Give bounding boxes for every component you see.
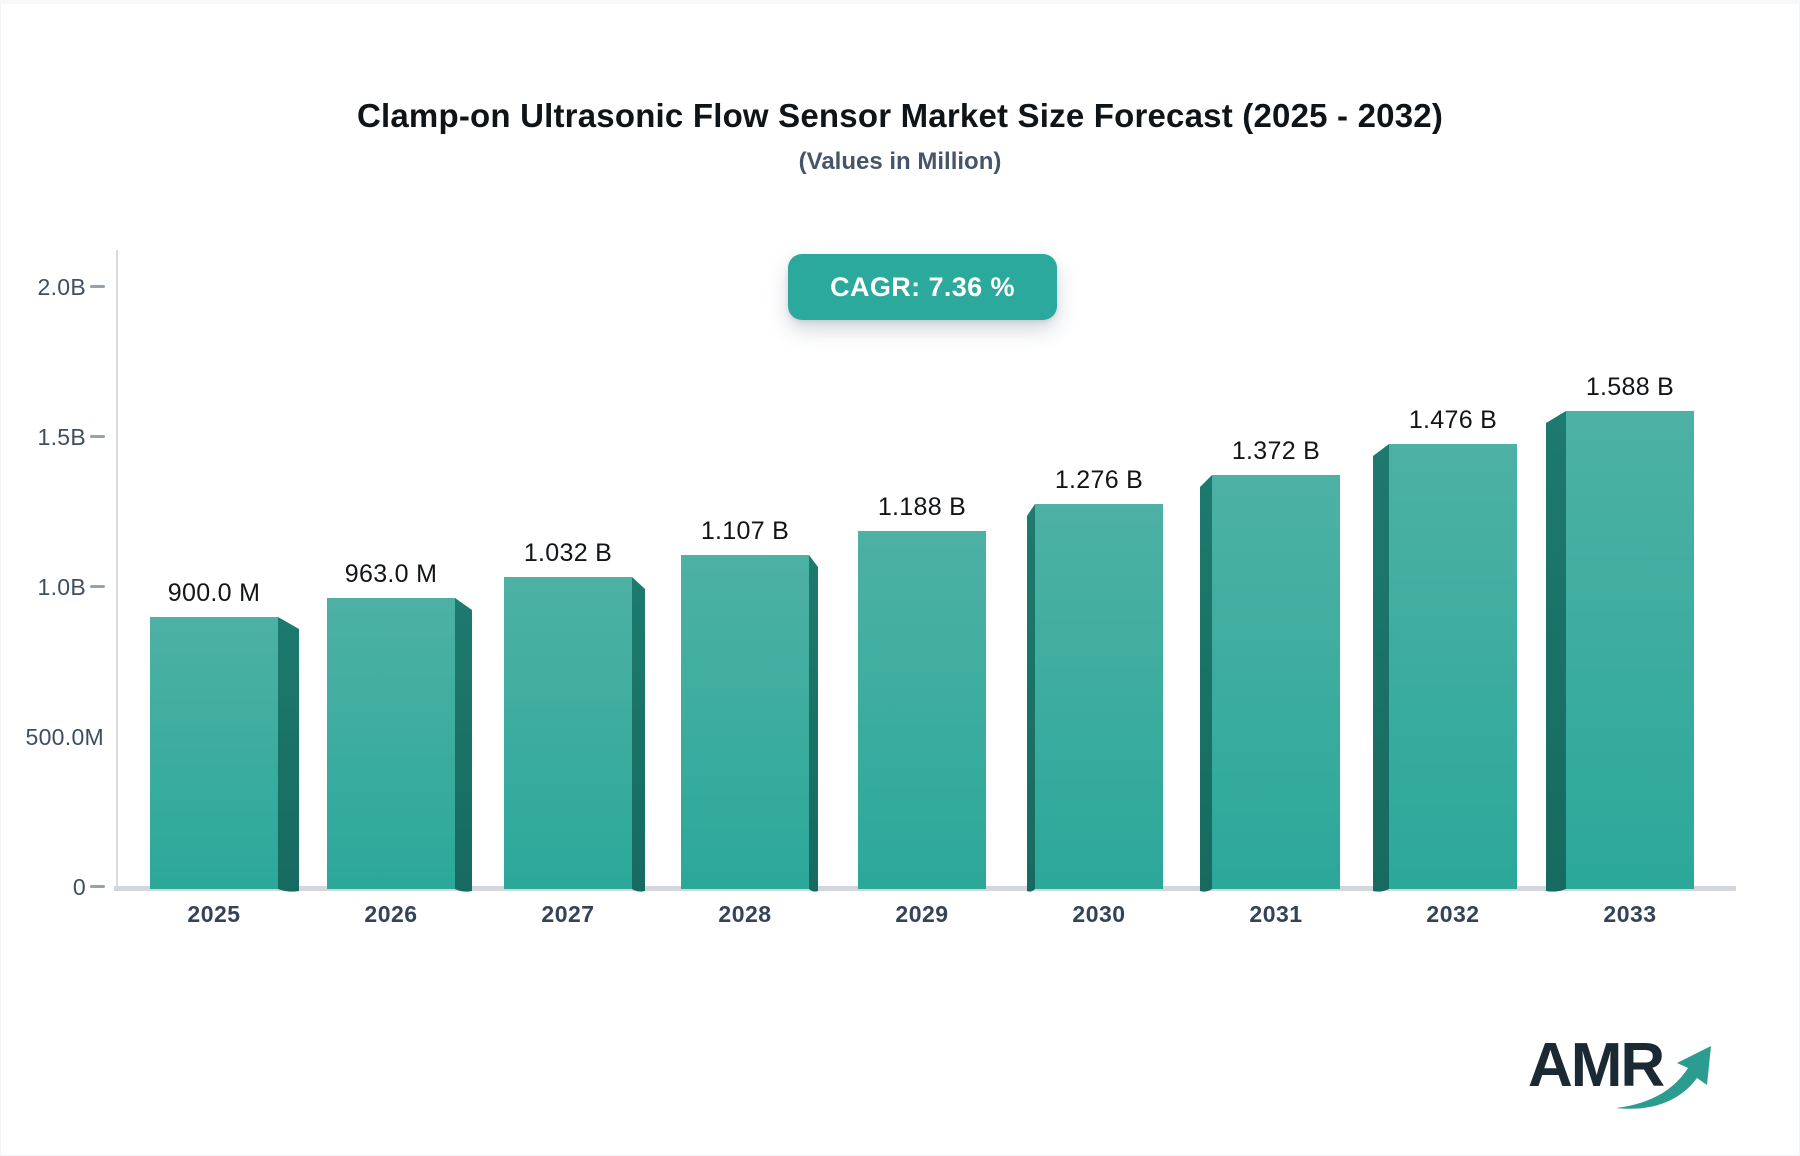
bar-value-label-2025: 900.0 M xyxy=(167,579,261,607)
cagr-badge-label: CAGR: 7.36 % xyxy=(830,271,1015,302)
bar-value-label-2027: 1.032 B xyxy=(523,539,613,567)
bar-side-face-2030 xyxy=(1027,504,1035,892)
chart-subtitle: (Values in Million) xyxy=(798,148,1002,175)
x-axis-label-2029: 2029 xyxy=(895,901,949,927)
bar-value-label-2028: 1.107 B xyxy=(700,517,790,545)
cagr-badge: CAGR: 7.36 % xyxy=(788,254,1057,320)
chart-title: Clamp-on Ultrasonic Flow Sensor Market S… xyxy=(356,97,1444,134)
bar-2033[interactable] xyxy=(1566,411,1694,889)
y-axis-tick-label-2.0B: 2.0B xyxy=(37,274,86,300)
x-axis-label-2027: 2027 xyxy=(541,901,595,927)
bar-value-label-2029: 1.188 B xyxy=(877,493,967,521)
y-axis-tick-dash-2.0B xyxy=(90,285,105,288)
x-axis-label-2031: 2031 xyxy=(1249,901,1303,927)
bar-value-label-2026: 963.0 M xyxy=(344,560,438,588)
amr-logo-text: AMR xyxy=(1528,1031,1665,1100)
amr-logo: AMR xyxy=(1528,1034,1718,1114)
bar-2030[interactable] xyxy=(1035,504,1163,889)
bar-side-face-2026 xyxy=(455,598,472,892)
x-axis-label-2030: 2030 xyxy=(1072,901,1126,927)
y-axis-tick-label-1.0B: 1.0B xyxy=(37,574,86,600)
bar-2025[interactable] xyxy=(150,617,278,889)
bar-side-face-2028 xyxy=(809,555,818,892)
x-axis-label-2025: 2025 xyxy=(187,901,241,927)
x-axis-label-2028: 2028 xyxy=(718,901,772,927)
bar-side-face-2025 xyxy=(278,617,299,892)
bar-2032[interactable] xyxy=(1389,444,1517,889)
y-axis-line xyxy=(116,250,118,888)
growth-arrow-icon xyxy=(1616,1046,1711,1109)
y-axis-tick-label-0: 0 xyxy=(72,874,86,900)
x-axis-label-2033: 2033 xyxy=(1603,901,1657,927)
y-axis-tick-label-1.5B: 1.5B xyxy=(37,424,86,450)
x-axis-label-2026: 2026 xyxy=(364,901,418,927)
bar-side-face-2031 xyxy=(1200,475,1212,892)
y-axis-tick-label-500.0M: 500.0M xyxy=(25,724,104,750)
bar-2029[interactable] xyxy=(858,531,986,889)
bar-side-face-2027 xyxy=(632,577,645,892)
bar-2027[interactable] xyxy=(504,577,632,889)
bar-value-label-2031: 1.372 B xyxy=(1231,437,1321,465)
bar-side-face-2033 xyxy=(1546,411,1566,892)
y-axis-tick-dash-0 xyxy=(90,885,105,888)
x-axis-label-2032: 2032 xyxy=(1426,901,1480,927)
y-axis-tick-dash-1.0B xyxy=(90,585,105,588)
bar-2026[interactable] xyxy=(327,598,455,889)
y-axis-tick-dash-1.5B xyxy=(90,435,105,438)
bar-2028[interactable] xyxy=(681,555,809,889)
bar-value-label-2032: 1.476 B xyxy=(1408,406,1498,434)
bar-value-label-2033: 1.588 B xyxy=(1585,373,1675,401)
page-top-border xyxy=(0,0,1800,4)
bar-value-label-2030: 1.276 B xyxy=(1054,466,1144,494)
bar-side-face-2032 xyxy=(1373,444,1389,892)
bar-2031[interactable] xyxy=(1212,475,1340,889)
